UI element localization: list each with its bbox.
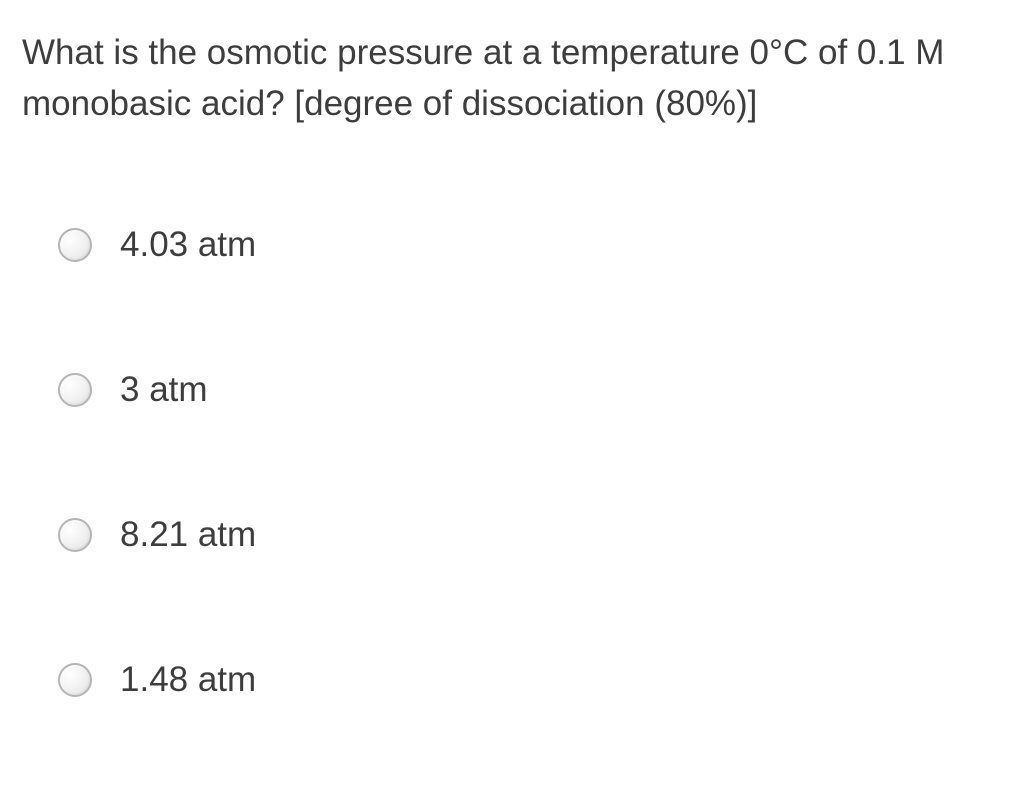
- question-text: What is the osmotic pressure at a temper…: [22, 28, 1002, 130]
- option-2[interactable]: 3 atm: [58, 370, 1002, 410]
- option-label: 8.21 atm: [120, 515, 256, 555]
- option-label: 1.48 atm: [120, 660, 256, 700]
- radio-icon[interactable]: [58, 663, 92, 697]
- options-list: 4.03 atm 3 atm 8.21 atm 1.48 atm: [22, 225, 1002, 700]
- option-label: 3 atm: [120, 370, 208, 410]
- option-1[interactable]: 4.03 atm: [58, 225, 1002, 265]
- option-4[interactable]: 1.48 atm: [58, 660, 1002, 700]
- option-3[interactable]: 8.21 atm: [58, 515, 1002, 555]
- radio-icon[interactable]: [58, 373, 92, 407]
- option-label: 4.03 atm: [120, 225, 256, 265]
- radio-icon[interactable]: [58, 518, 92, 552]
- radio-icon[interactable]: [58, 228, 92, 262]
